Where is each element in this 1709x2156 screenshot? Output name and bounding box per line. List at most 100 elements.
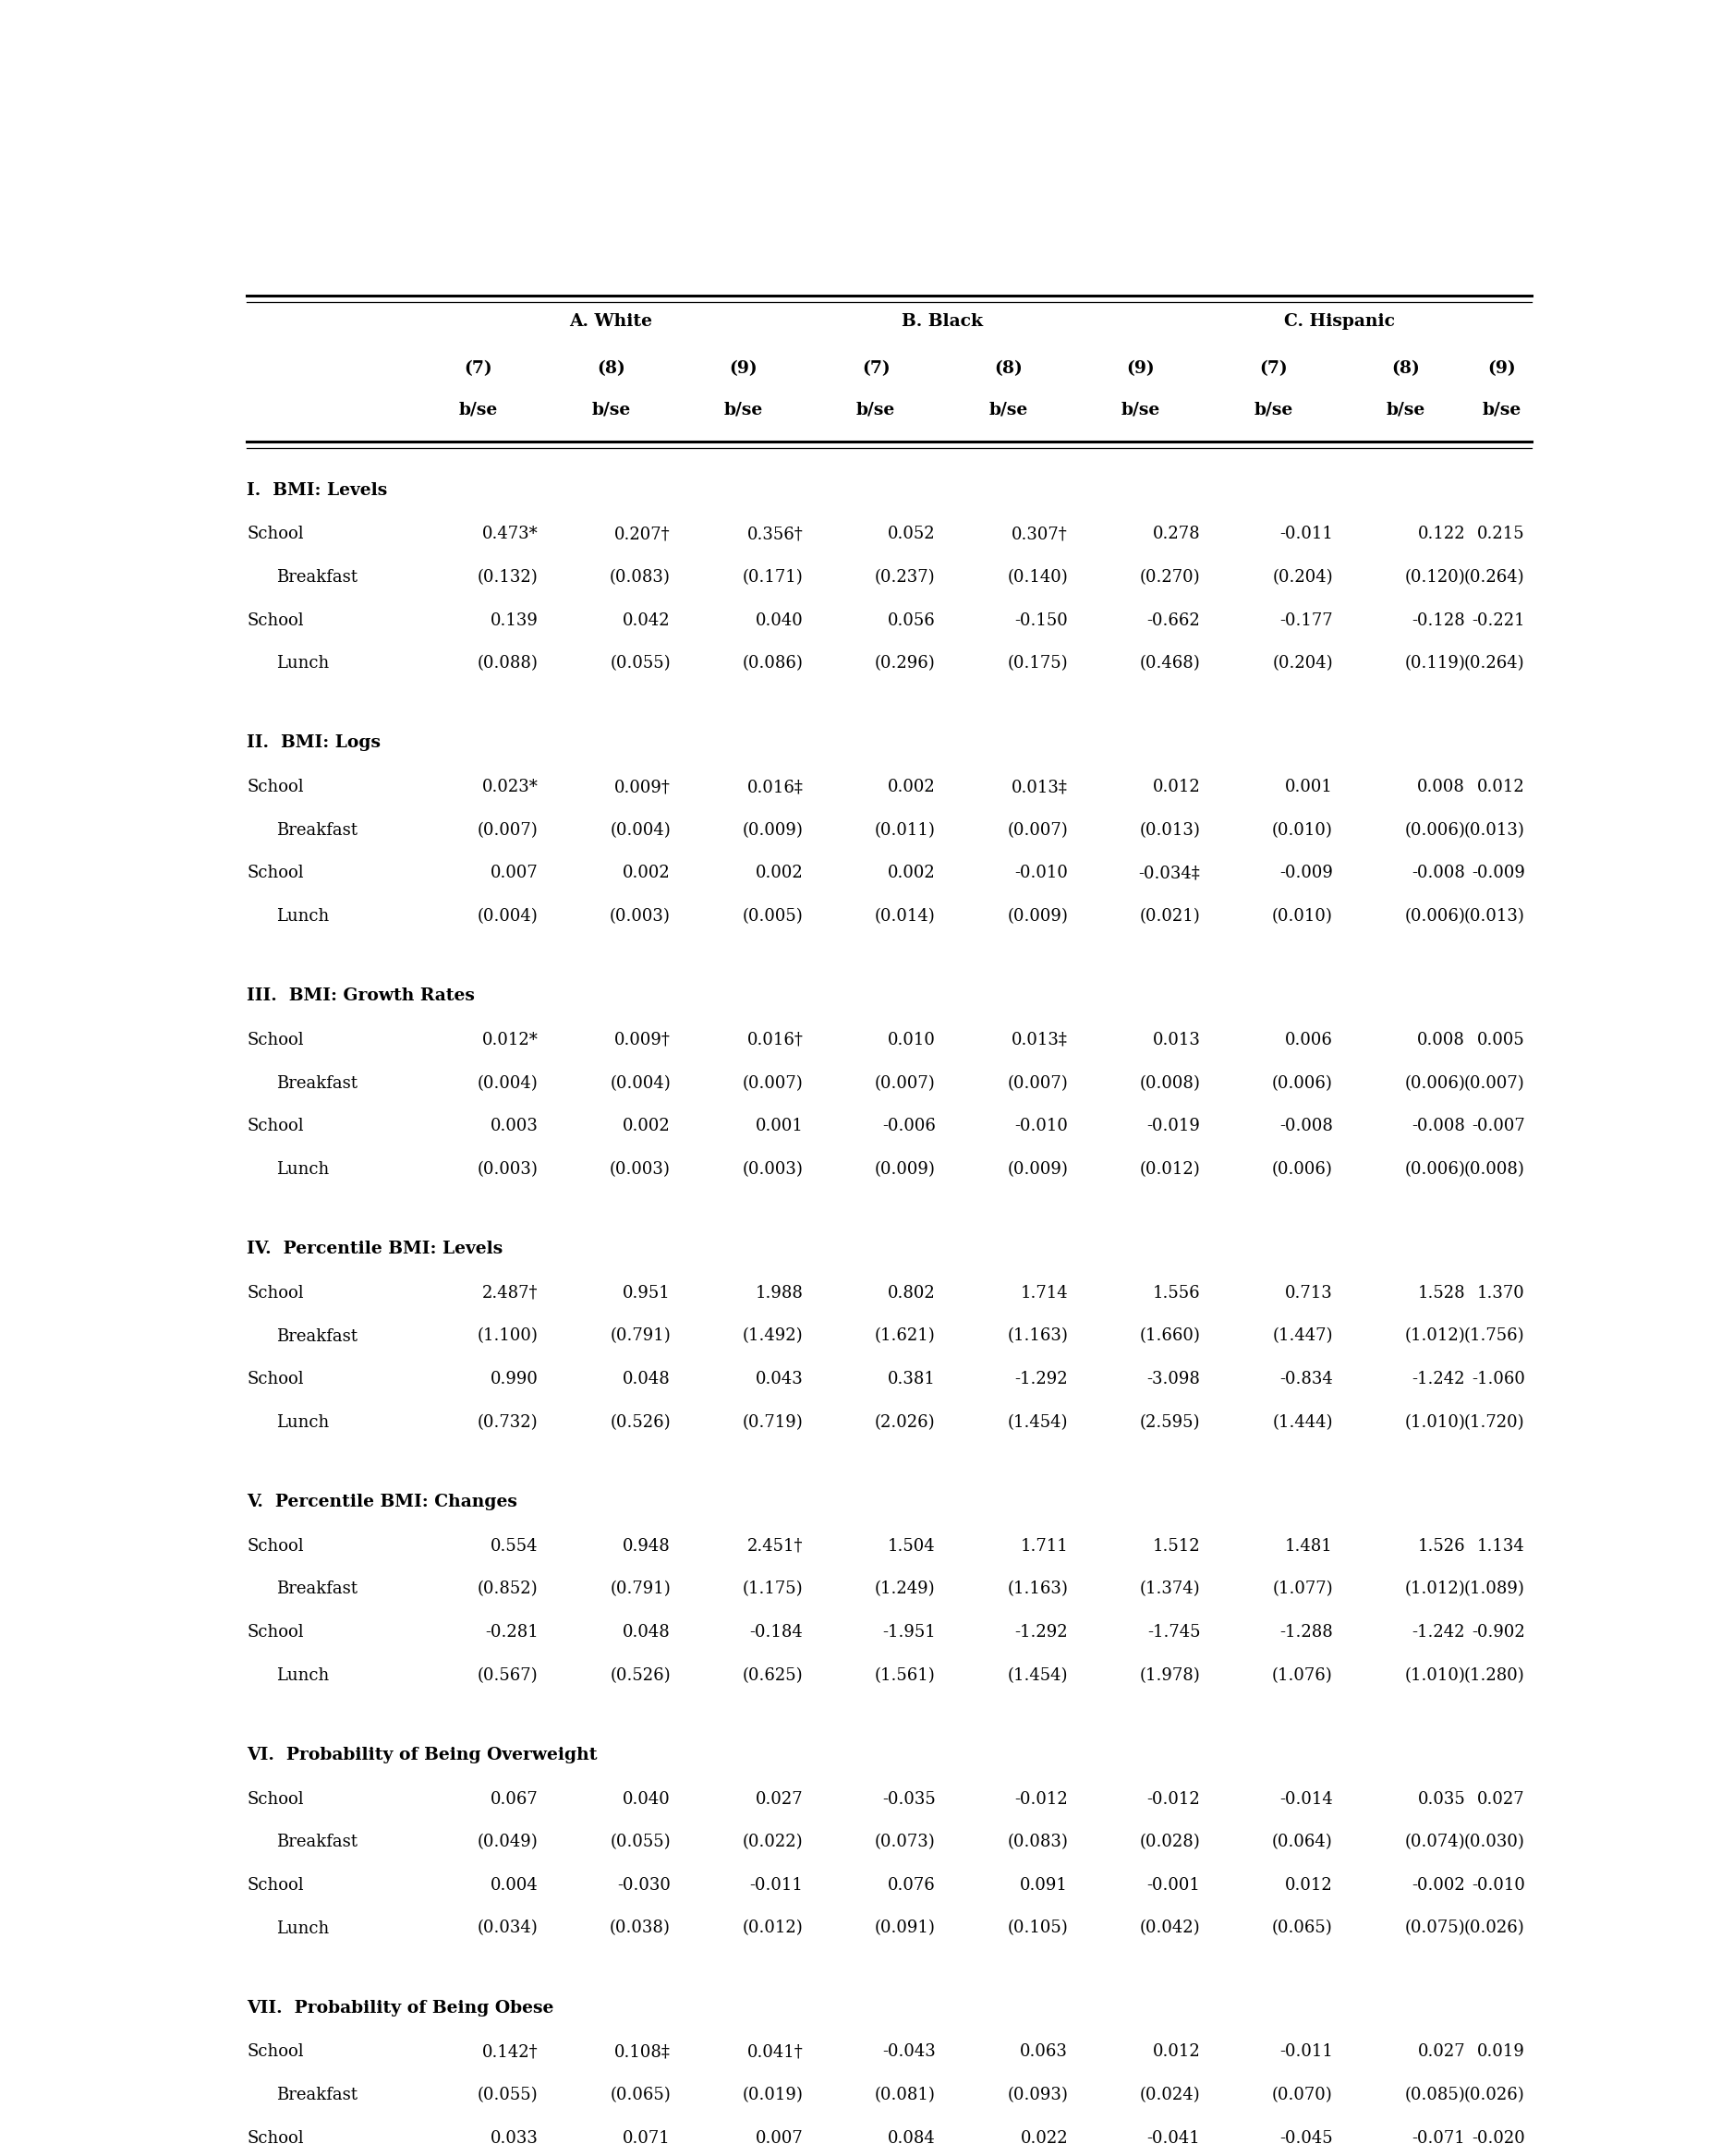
Text: (9): (9) bbox=[1126, 360, 1155, 377]
Text: (0.296): (0.296) bbox=[875, 655, 935, 673]
Text: (0.264): (0.264) bbox=[1465, 655, 1524, 673]
Text: School: School bbox=[246, 778, 304, 796]
Text: (1.720): (1.720) bbox=[1465, 1414, 1524, 1432]
Text: 0.142†: 0.142† bbox=[482, 2044, 538, 2061]
Text: 0.008: 0.008 bbox=[1417, 778, 1465, 796]
Text: (0.093): (0.093) bbox=[1007, 2087, 1068, 2104]
Text: (0.013): (0.013) bbox=[1465, 821, 1524, 839]
Text: School: School bbox=[246, 1792, 304, 1807]
Text: -1.951: -1.951 bbox=[882, 1623, 935, 1641]
Text: 0.013‡: 0.013‡ bbox=[1012, 1033, 1068, 1048]
Text: (0.009): (0.009) bbox=[1007, 908, 1068, 925]
Text: 0.013‡: 0.013‡ bbox=[1012, 778, 1068, 796]
Text: 0.356†: 0.356† bbox=[747, 526, 803, 543]
Text: 0.091: 0.091 bbox=[1020, 1878, 1068, 1893]
Text: 0.007: 0.007 bbox=[490, 865, 538, 882]
Text: 0.012: 0.012 bbox=[1285, 1878, 1333, 1893]
Text: -0.902: -0.902 bbox=[1471, 1623, 1524, 1641]
Text: Lunch: Lunch bbox=[275, 655, 328, 673]
Text: (0.006): (0.006) bbox=[1271, 1162, 1333, 1177]
Text: (0.004): (0.004) bbox=[610, 821, 670, 839]
Text: 0.713: 0.713 bbox=[1285, 1285, 1333, 1302]
Text: 0.012: 0.012 bbox=[1477, 778, 1524, 796]
Text: -0.011: -0.011 bbox=[1280, 526, 1333, 543]
Text: -0.150: -0.150 bbox=[1015, 612, 1068, 630]
Text: 0.041†: 0.041† bbox=[747, 2044, 803, 2061]
Text: -0.221: -0.221 bbox=[1471, 612, 1524, 630]
Text: Breakfast: Breakfast bbox=[275, 2087, 357, 2104]
Text: (0.070): (0.070) bbox=[1271, 2087, 1333, 2104]
Text: III.  BMI: Growth Rates: III. BMI: Growth Rates bbox=[246, 987, 475, 1005]
Text: (0.625): (0.625) bbox=[742, 1667, 803, 1684]
Text: (0.083): (0.083) bbox=[610, 569, 670, 586]
Text: V.  Percentile BMI: Changes: V. Percentile BMI: Changes bbox=[246, 1494, 518, 1511]
Text: (1.175): (1.175) bbox=[742, 1580, 803, 1598]
Text: 0.027: 0.027 bbox=[1417, 2044, 1465, 2061]
Text: (0.468): (0.468) bbox=[1140, 655, 1200, 673]
Text: (1.444): (1.444) bbox=[1271, 1414, 1333, 1432]
Text: School: School bbox=[246, 1033, 304, 1048]
Text: (0.526): (0.526) bbox=[610, 1667, 670, 1684]
Text: (0.010): (0.010) bbox=[1271, 821, 1333, 839]
Text: (0.171): (0.171) bbox=[742, 569, 803, 586]
Text: (1.077): (1.077) bbox=[1271, 1580, 1333, 1598]
Text: (0.007): (0.007) bbox=[477, 821, 538, 839]
Text: School: School bbox=[246, 2130, 304, 2147]
Text: Breakfast: Breakfast bbox=[275, 1328, 357, 1345]
Text: (0.006): (0.006) bbox=[1405, 1076, 1465, 1091]
Text: (0.791): (0.791) bbox=[610, 1328, 670, 1345]
Text: (0.140): (0.140) bbox=[1007, 569, 1068, 586]
Text: -0.177: -0.177 bbox=[1280, 612, 1333, 630]
Text: (0.004): (0.004) bbox=[477, 908, 538, 925]
Text: b/se: b/se bbox=[1121, 401, 1160, 418]
Text: (0.010): (0.010) bbox=[1271, 908, 1333, 925]
Text: -0.008: -0.008 bbox=[1412, 865, 1465, 882]
Text: 0.040: 0.040 bbox=[755, 612, 803, 630]
Text: (0.086): (0.086) bbox=[742, 655, 803, 673]
Text: (0.003): (0.003) bbox=[477, 1162, 538, 1177]
Text: -1.745: -1.745 bbox=[1147, 1623, 1200, 1641]
Text: (0.006): (0.006) bbox=[1271, 1076, 1333, 1091]
Text: B. Black: B. Black bbox=[901, 313, 983, 330]
Text: (0.004): (0.004) bbox=[610, 1076, 670, 1091]
Text: b/se: b/se bbox=[725, 401, 762, 418]
Text: 0.027: 0.027 bbox=[1477, 1792, 1524, 1807]
Text: (0.073): (0.073) bbox=[875, 1835, 935, 1850]
Text: (0.011): (0.011) bbox=[875, 821, 935, 839]
Text: 0.010: 0.010 bbox=[887, 1033, 935, 1048]
Text: 0.948: 0.948 bbox=[622, 1537, 670, 1554]
Text: -1.242: -1.242 bbox=[1412, 1623, 1465, 1641]
Text: 1.512: 1.512 bbox=[1152, 1537, 1200, 1554]
Text: (1.374): (1.374) bbox=[1140, 1580, 1200, 1598]
Text: School: School bbox=[246, 1623, 304, 1641]
Text: (1.010): (1.010) bbox=[1405, 1667, 1465, 1684]
Text: School: School bbox=[246, 1537, 304, 1554]
Text: 2.451†: 2.451† bbox=[747, 1537, 803, 1554]
Text: School: School bbox=[246, 1285, 304, 1302]
Text: -3.098: -3.098 bbox=[1147, 1371, 1200, 1388]
Text: 0.012: 0.012 bbox=[1152, 2044, 1200, 2061]
Text: (0.022): (0.022) bbox=[742, 1835, 803, 1850]
Text: (1.756): (1.756) bbox=[1465, 1328, 1524, 1345]
Text: -0.011: -0.011 bbox=[1280, 2044, 1333, 2061]
Text: Lunch: Lunch bbox=[275, 908, 328, 925]
Text: 0.009†: 0.009† bbox=[614, 1033, 670, 1048]
Text: 1.714: 1.714 bbox=[1020, 1285, 1068, 1302]
Text: (9): (9) bbox=[1487, 360, 1516, 377]
Text: (0.204): (0.204) bbox=[1271, 655, 1333, 673]
Text: (0.013): (0.013) bbox=[1465, 908, 1524, 925]
Text: -0.012: -0.012 bbox=[1015, 1792, 1068, 1807]
Text: 2.487†: 2.487† bbox=[482, 1285, 538, 1302]
Text: (7): (7) bbox=[1260, 360, 1287, 377]
Text: -0.002: -0.002 bbox=[1412, 1878, 1465, 1893]
Text: 0.033: 0.033 bbox=[490, 2130, 538, 2147]
Text: 0.108‡: 0.108‡ bbox=[614, 2044, 670, 2061]
Text: 0.002: 0.002 bbox=[755, 865, 803, 882]
Text: -1.288: -1.288 bbox=[1280, 1623, 1333, 1641]
Text: 0.006: 0.006 bbox=[1285, 1033, 1333, 1048]
Text: (9): (9) bbox=[730, 360, 757, 377]
Text: (1.163): (1.163) bbox=[1007, 1328, 1068, 1345]
Text: 0.048: 0.048 bbox=[622, 1623, 670, 1641]
Text: School: School bbox=[246, 2044, 304, 2061]
Text: (0.007): (0.007) bbox=[1007, 1076, 1068, 1091]
